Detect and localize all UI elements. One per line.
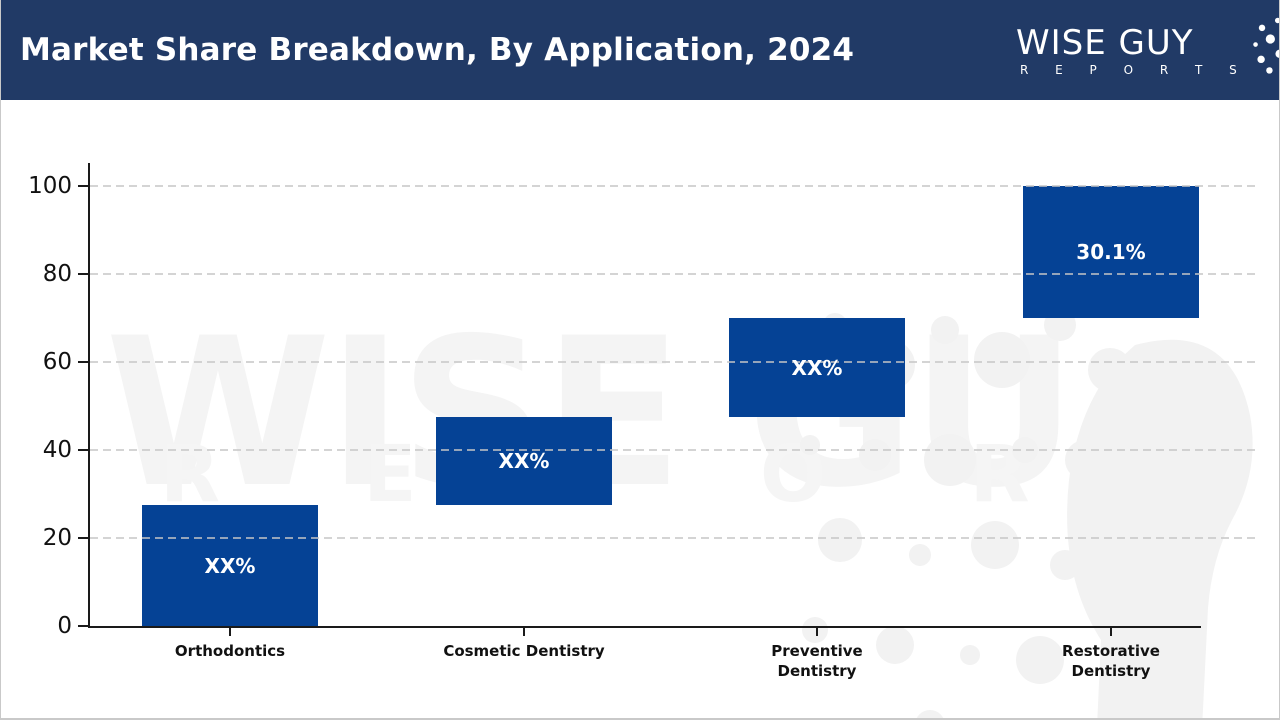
y-axis-line (88, 163, 90, 628)
y-tick-label-80: 80 (42, 261, 72, 287)
gridline-40 (90, 449, 1257, 451)
gridline-100 (90, 185, 1257, 187)
x-tick-mark (1110, 628, 1112, 636)
x-category-label: Restorative Dentistry (1062, 642, 1160, 681)
y-tick-mark-40 (78, 449, 89, 451)
bar-value-label: 30.1% (1076, 240, 1146, 265)
x-category-label: Orthodontics (174, 642, 286, 660)
y-tick-mark-100 (78, 185, 89, 187)
logo-text: WISE GUY R E P O R T S (1016, 26, 1248, 77)
x-category-label: Cosmetic Dentistry (443, 642, 605, 660)
gridline-80 (90, 273, 1257, 275)
y-tick-label-40: 40 (42, 437, 72, 463)
y-tick-label-60: 60 (42, 349, 72, 375)
y-tick-label-100: 100 (28, 173, 72, 199)
y-tick-label-20: 20 (42, 525, 72, 551)
face-profile-dots-icon (1253, 17, 1280, 74)
x-tick-mark (816, 628, 818, 636)
gridline-60 (90, 361, 1257, 363)
bar-cosmetic-dentistry (436, 417, 612, 505)
logo-wordmark: WISE GUY (1016, 22, 1194, 63)
logo-subtitle: R E P O R T S (1020, 62, 1249, 77)
x-axis-line (88, 626, 1201, 628)
y-tick-mark-80 (78, 273, 89, 275)
page-title: Market Share Breakdown, By Application, … (20, 32, 855, 68)
bar-value-label: XX% (204, 553, 256, 578)
bar-orthodontics (142, 505, 318, 626)
x-tick-mark (229, 628, 231, 636)
bar-preventive-dentistry (729, 318, 905, 417)
header-bar: Market Share Breakdown, By Application, … (0, 0, 1280, 100)
y-tick-mark-60 (78, 361, 89, 363)
bar-value-label: XX% (791, 355, 843, 380)
y-tick-label-0: 0 (57, 613, 72, 639)
x-category-label: Preventive Dentistry (771, 642, 863, 681)
bar-restorative-dentistry (1023, 186, 1199, 319)
y-tick-mark-0 (78, 625, 89, 627)
gridline-20 (90, 537, 1257, 539)
wise-guy-reports-logo: WISE GUY R E P O R T S (1016, 14, 1280, 88)
x-tick-mark (523, 628, 525, 636)
bar-value-label: XX% (498, 449, 550, 473)
y-tick-mark-20 (78, 537, 89, 539)
